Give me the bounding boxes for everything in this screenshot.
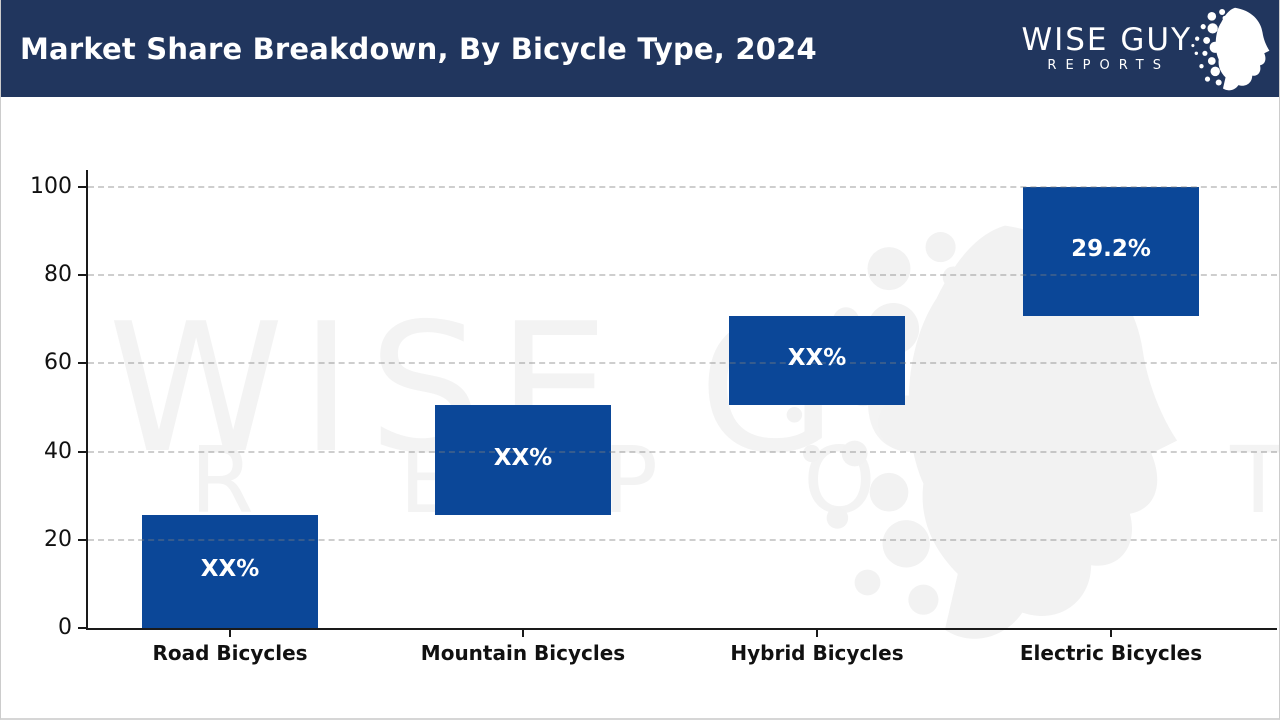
x-category-label-4: Electric Bicycles xyxy=(1019,641,1203,665)
bar-1 xyxy=(142,514,318,628)
y-tick-20 xyxy=(78,538,88,541)
bar-value-label-3: XX% xyxy=(787,345,847,372)
logo-face-icon xyxy=(1186,6,1272,92)
chart-area: WISE GU R E P O R T S 020406080100XX%XX%… xyxy=(0,97,1280,720)
x-tick-2 xyxy=(522,629,524,637)
header-bar: Market Share Breakdown, By Bicycle Type,… xyxy=(0,0,1280,97)
gridline-20 xyxy=(88,538,1277,541)
logo-wordmark: WISE GUY xyxy=(1021,22,1192,59)
gridline-80 xyxy=(88,274,1277,277)
watermark-subtitle: R E P O R T S xyxy=(190,427,1280,534)
wise-guy-reports-logo: WISE GUY REPORTS xyxy=(1021,6,1280,92)
logo-text: WISE GUY REPORTS xyxy=(1021,24,1192,73)
y-axis-line xyxy=(86,170,88,630)
bar-value-label-1: XX% xyxy=(200,556,260,583)
y-tick-60 xyxy=(78,362,88,365)
bar-2 xyxy=(435,404,611,515)
x-tick-4 xyxy=(1110,629,1112,637)
y-tick-100 xyxy=(78,186,88,188)
x-category-label-1: Road Bicycles xyxy=(152,641,308,665)
y-tick-label-0: 0 xyxy=(58,615,72,640)
x-category-label-3: Hybrid Bicycles xyxy=(730,641,904,665)
gridline-60 xyxy=(88,362,1277,365)
y-tick-label-100: 100 xyxy=(30,174,72,199)
x-tick-1 xyxy=(229,629,231,637)
y-tick-label-20: 20 xyxy=(44,526,72,552)
x-axis-line xyxy=(86,628,1277,630)
gridline-40 xyxy=(88,450,1277,453)
y-tick-80 xyxy=(78,274,88,277)
page-title: Market Share Breakdown, By Bicycle Type,… xyxy=(20,31,817,66)
bar-value-label-2: XX% xyxy=(493,444,553,471)
x-tick-3 xyxy=(816,629,818,637)
y-tick-label-80: 80 xyxy=(44,262,72,288)
gridline-100 xyxy=(88,186,1277,188)
y-tick-0 xyxy=(78,627,88,629)
y-tick-label-40: 40 xyxy=(44,438,72,464)
bar-value-label-4: 29.2% xyxy=(1071,236,1151,263)
y-tick-label-60: 60 xyxy=(44,350,72,376)
x-category-label-2: Mountain Bicycles xyxy=(420,641,626,665)
y-tick-40 xyxy=(78,450,88,453)
logo-subtitle: REPORTS xyxy=(1047,57,1171,73)
